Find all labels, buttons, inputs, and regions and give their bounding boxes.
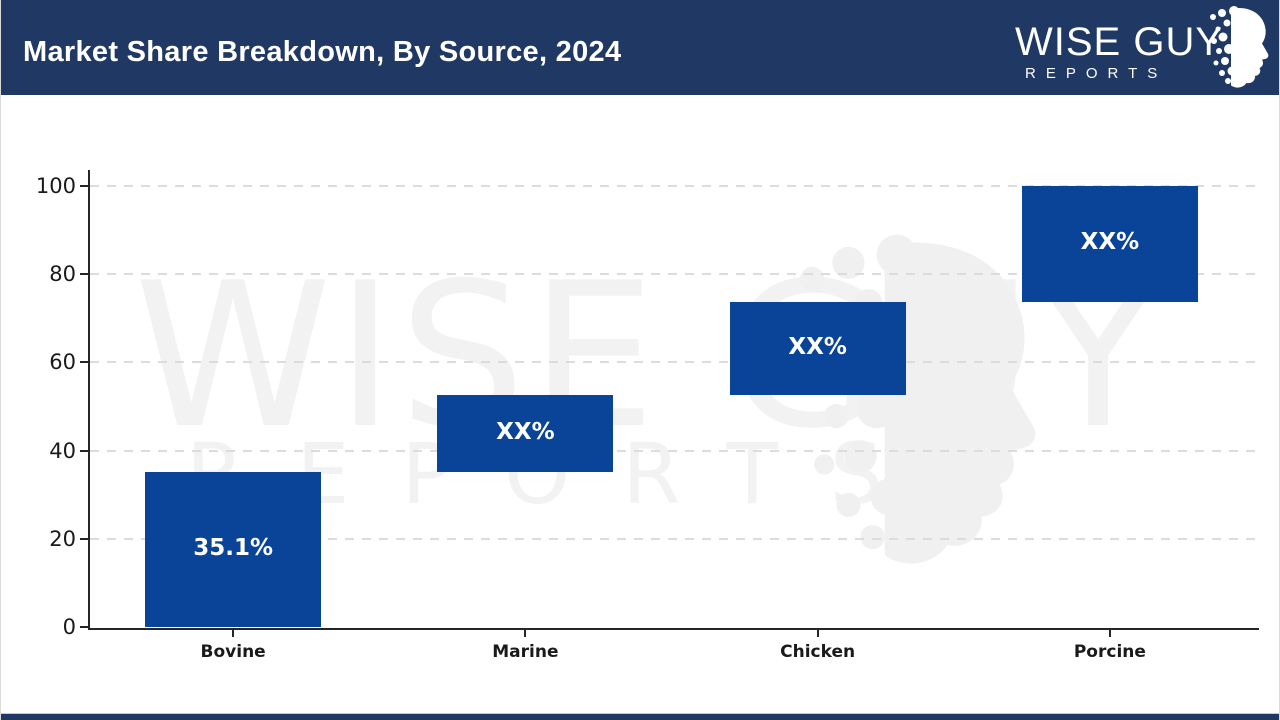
y-tick-label: 20 (49, 526, 76, 551)
bar-marine (437, 395, 614, 473)
y-tick-label: 0 (62, 615, 76, 639)
bar-porcine (1021, 186, 1198, 302)
gridline (90, 361, 1258, 364)
y-tick-mark (80, 361, 88, 364)
x-category-label: Bovine (200, 642, 266, 662)
footer-bar (1, 714, 1279, 720)
y-tick-mark (80, 537, 88, 540)
y-tick-label: 100 (35, 174, 76, 198)
gridline (90, 449, 1258, 452)
header-bar: Market Share Breakdown, By Source, 2024 … (1, 0, 1279, 95)
y-axis-line (88, 170, 90, 630)
x-category-label: Marine (492, 642, 559, 662)
watermark-head-icon (800, 234, 1036, 564)
gridline (90, 537, 1258, 540)
y-tick-label: 40 (49, 438, 76, 463)
x-axis-line (88, 628, 1259, 630)
x-category-label: Porcine (1073, 642, 1146, 662)
wiseguy-logo-graphic: WISE GUY REPORTS (1015, 6, 1269, 88)
y-tick-label: 80 (49, 262, 76, 287)
bar-chicken (729, 301, 906, 396)
footer-divider (1, 713, 1279, 714)
bar-value-label: 35.1% (193, 534, 274, 561)
bar-value-label: XX% (496, 418, 555, 445)
x-tick-mark (524, 630, 527, 637)
gridline (90, 273, 1258, 276)
y-tick-mark (80, 185, 88, 187)
y-tick-mark (80, 273, 88, 276)
logo-wordmark: WISE GUY (1015, 20, 1223, 64)
x-category-label: Chicken (780, 642, 856, 662)
bar-bovine (145, 472, 322, 627)
page-title: Market Share Breakdown, By Source, 2024 (23, 36, 622, 68)
logo-subtitle: REPORTS (1025, 65, 1167, 82)
x-tick-mark (1108, 630, 1111, 637)
y-tick-label: 60 (49, 350, 76, 375)
chart-area: WISE GUY REPORTS 0 20 40 60 80 100 Bovine Mari… (1, 95, 1279, 713)
gridline (90, 185, 1258, 187)
wiseguy-logo: WISE GUY REPORTS (1013, 5, 1273, 91)
bar-value-label: XX% (1080, 228, 1140, 255)
bar-value-label: XX% (788, 333, 847, 360)
x-tick-mark (232, 630, 235, 637)
y-tick-mark (80, 449, 88, 452)
logo-head-icon (1210, 6, 1269, 88)
x-tick-mark (816, 630, 819, 637)
y-tick-mark (80, 626, 88, 628)
